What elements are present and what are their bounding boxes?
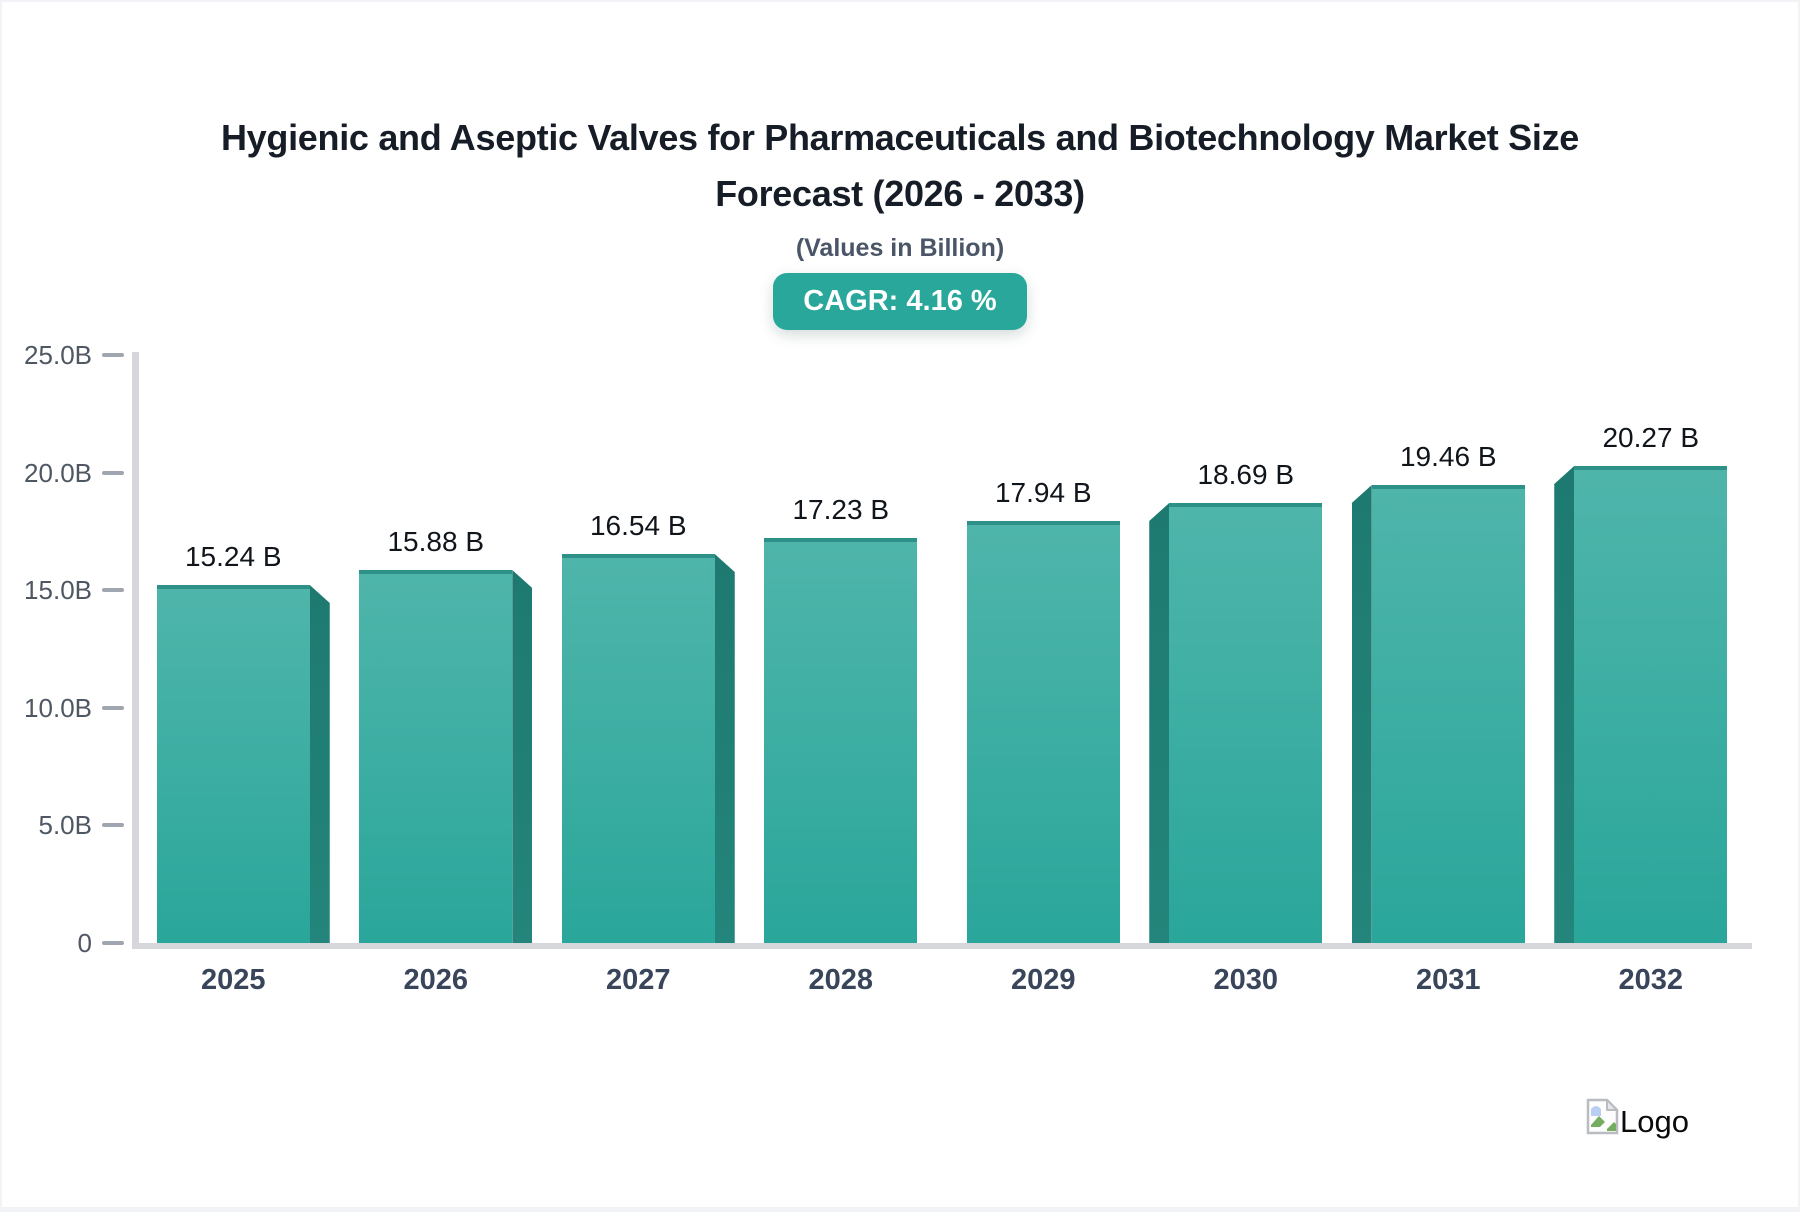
x-tick-label-2030: 2030 bbox=[1213, 964, 1278, 996]
bar-side-2025 bbox=[309, 585, 330, 943]
chart-subtitle: (Values in Billion) bbox=[795, 234, 1005, 262]
y-tick-label-5.0B: 5.0B bbox=[38, 810, 93, 841]
bar-value-label-2028: 17.23 B bbox=[792, 494, 890, 525]
bar-value-label-2026: 15.88 B bbox=[387, 526, 485, 557]
y-tick-mark bbox=[102, 823, 124, 828]
cagr-badge: CAGR: 4.16 % bbox=[773, 273, 1027, 330]
bar-side-2027 bbox=[714, 554, 735, 943]
x-tick-label-2025: 2025 bbox=[200, 964, 266, 996]
x-tick-label-2028: 2028 bbox=[808, 964, 873, 996]
y-tick-label-0: 0 bbox=[77, 928, 92, 958]
chart-header: Hygienic and Aseptic Valves for Pharmace… bbox=[2, 2, 1798, 330]
bar-value-label-2027: 16.54 B bbox=[589, 510, 687, 541]
bar-side-2026 bbox=[512, 570, 533, 943]
bar-value-label-2030: 18.69 B bbox=[1197, 459, 1295, 490]
y-tick-mark bbox=[102, 588, 124, 593]
y-tick-label-10.0B: 10.0B bbox=[24, 692, 92, 723]
bar-side-2032 bbox=[1554, 466, 1575, 943]
y-tick-label-15.0B: 15.0B bbox=[24, 575, 92, 606]
chart-title-line1: Hygienic and Aseptic Valves for Pharmace… bbox=[220, 117, 1579, 158]
x-tick-label-2029: 2029 bbox=[1010, 964, 1076, 996]
bar-2031[interactable] bbox=[1371, 485, 1525, 943]
bar-2029[interactable] bbox=[966, 521, 1120, 943]
bar-value-label-2031: 19.46 B bbox=[1399, 441, 1497, 472]
bar-side-2030 bbox=[1149, 503, 1170, 943]
y-tick-mark bbox=[102, 353, 124, 357]
bar-2032[interactable] bbox=[1574, 466, 1728, 943]
bar-value-label-2032: 20.27 B bbox=[1602, 422, 1700, 453]
y-tick-mark bbox=[102, 705, 124, 710]
x-tick-label-2026: 2026 bbox=[403, 964, 468, 996]
bar-2028[interactable] bbox=[764, 538, 918, 943]
x-axis-line bbox=[132, 943, 1752, 949]
y-tick-label-20.0B: 20.0B bbox=[24, 457, 92, 488]
broken-image-icon bbox=[1586, 1098, 1619, 1140]
x-tick-label-2027: 2027 bbox=[605, 964, 671, 996]
bar-2025[interactable] bbox=[156, 585, 310, 943]
bar-2026[interactable] bbox=[359, 570, 513, 943]
y-tick-mark bbox=[102, 470, 124, 475]
bar-value-label-2029: 17.94 B bbox=[994, 477, 1092, 508]
logo-text: Logo bbox=[1620, 1104, 1689, 1140]
y-tick-label-25.0B: 25.0B bbox=[24, 340, 92, 370]
bar-2030[interactable] bbox=[1169, 503, 1323, 943]
y-tick-mark bbox=[102, 941, 124, 945]
bar-value-label-2025: 15.24 B bbox=[184, 541, 282, 572]
x-tick-label-2031: 2031 bbox=[1415, 964, 1481, 996]
logo: Logo bbox=[1586, 1098, 1689, 1140]
x-tick-label-2032: 2032 bbox=[1618, 964, 1683, 996]
bar-2027[interactable] bbox=[561, 554, 715, 943]
chart-title-line2: Forecast (2026 - 2033) bbox=[715, 173, 1085, 214]
y-axis-line bbox=[132, 352, 139, 949]
bar-side-2031 bbox=[1351, 485, 1372, 943]
